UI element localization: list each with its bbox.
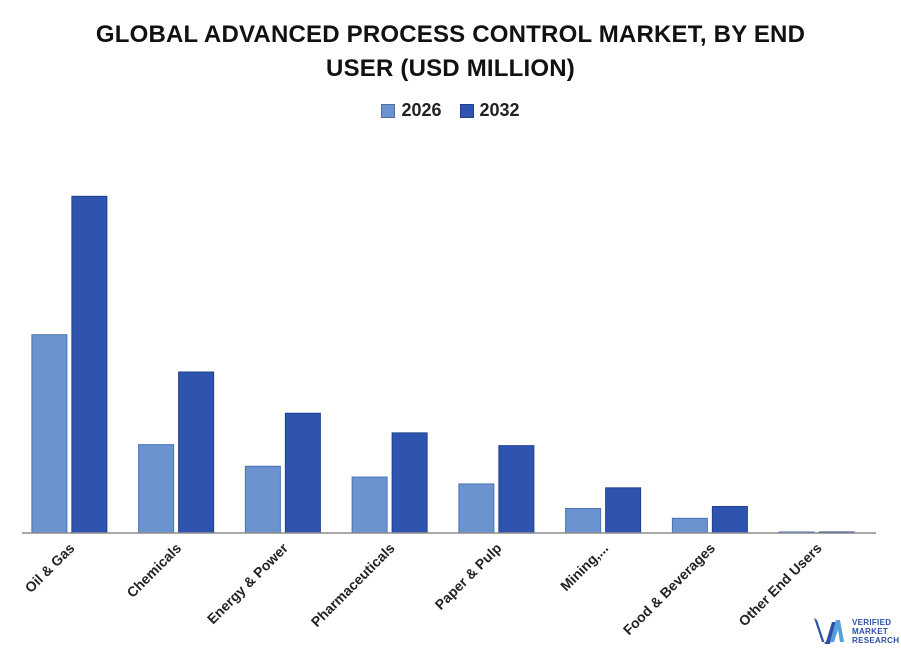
bar-chemicals-2026[interactable] xyxy=(138,444,175,534)
x-tick-label-energy-power: Energy & Power xyxy=(204,539,292,627)
legend-label-2032: 2032 xyxy=(479,100,520,120)
legend-label-2026: 2026 xyxy=(401,100,442,120)
bar-oil-gas-2032[interactable] xyxy=(71,195,108,534)
x-tick-label-mining: Mining,... xyxy=(557,540,611,594)
bar-mining-2032[interactable] xyxy=(605,487,642,534)
bar-paper-pulp-2026[interactable] xyxy=(458,483,495,534)
bar-food-beverages-2026[interactable] xyxy=(671,517,708,534)
x-tick-label-pharmaceuticals: Pharmaceuticals xyxy=(308,540,398,630)
x-tick-label-food-beverages: Food & Beverages xyxy=(620,540,718,638)
bar-energy-power-2032[interactable] xyxy=(284,412,321,534)
logo-line-2: MARKET xyxy=(852,626,889,636)
legend-swatch-2026 xyxy=(381,103,396,118)
x-tick-label-paper-pulp: Paper & Pulp xyxy=(432,540,505,613)
bar-energy-power-2026[interactable] xyxy=(244,465,281,534)
x-tick-label-chemicals: Chemicals xyxy=(123,540,184,601)
logo-line-1: VERIFIED xyxy=(852,617,892,627)
chart-title-line-2: USER (USD MILLION) xyxy=(326,55,575,82)
vmr-logo-icon xyxy=(814,618,844,644)
legend-item-2026[interactable]: 2026 xyxy=(381,100,442,121)
chart-title-line-1: GLOBAL ADVANCED PROCESS CONTROL MARKET, … xyxy=(95,21,806,48)
bar-pharmaceuticals-2026[interactable] xyxy=(351,476,388,534)
bars-layer xyxy=(31,195,855,534)
legend-swatch-2032 xyxy=(459,103,474,118)
brand-logo: VERIFIED MARKET RESEARCH xyxy=(812,614,899,648)
legend-item-2032[interactable]: 2032 xyxy=(459,100,520,121)
chart-legend: 2026 2032 xyxy=(0,100,901,121)
bar-chemicals-2032[interactable] xyxy=(178,371,215,534)
bar-food-beverages-2032[interactable] xyxy=(711,505,748,534)
logo-line-3: RESEARCH xyxy=(852,635,900,645)
x-tick-label-oil-gas: Oil & Gas xyxy=(22,540,78,596)
x-tick-labels: Oil & Gas Chemicals Energy & Power Pharmace… xyxy=(22,539,825,638)
bar-pharmaceuticals-2032[interactable] xyxy=(391,432,428,534)
bar-mining-2026[interactable] xyxy=(565,507,602,534)
chart-title: GLOBAL ADVANCED PROCESS CONTROL MARKET, … xyxy=(80,18,821,86)
bar-oil-gas-2026[interactable] xyxy=(31,334,68,534)
brand-logo-text: VERIFIED MARKET RESEARCH xyxy=(852,618,899,645)
bar-paper-pulp-2032[interactable] xyxy=(498,445,535,534)
